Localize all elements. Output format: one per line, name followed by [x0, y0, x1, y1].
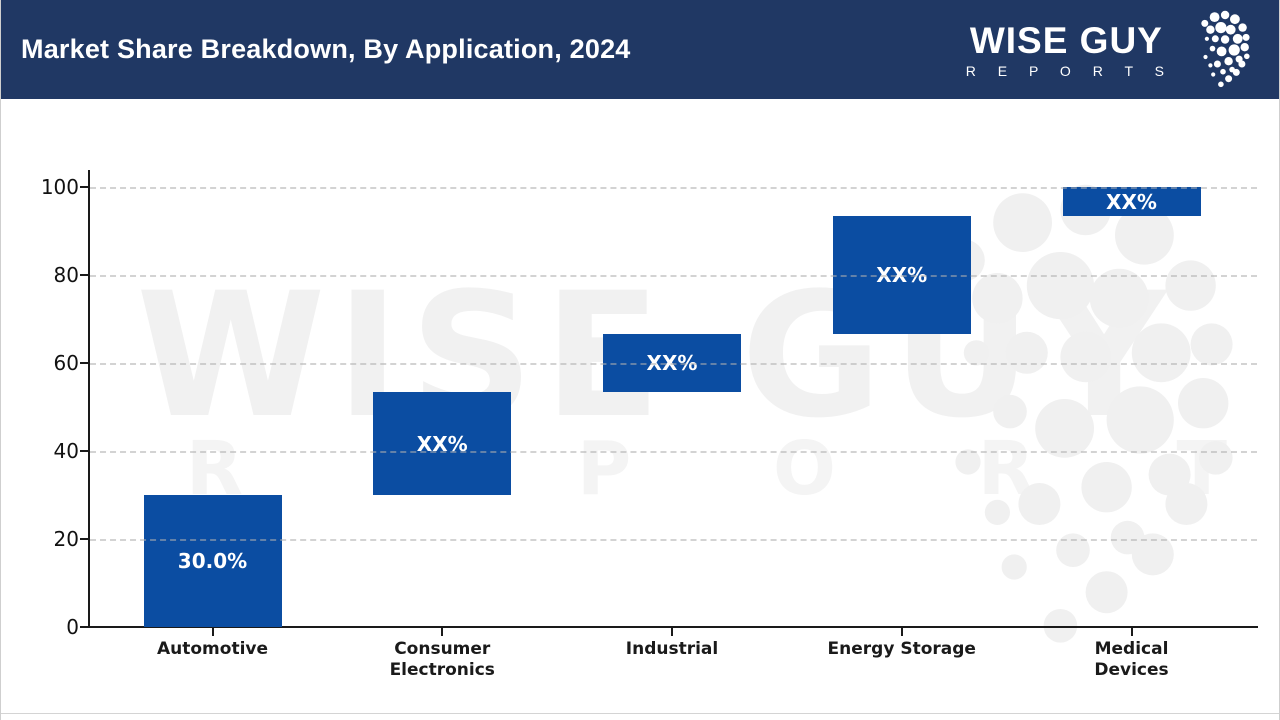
y-tick: [80, 362, 88, 364]
y-tick-label: 80: [53, 263, 79, 287]
y-tick-label: 60: [53, 351, 79, 375]
bar-medical-devices: XX%: [1062, 187, 1201, 217]
gridline-y-100: [90, 187, 1257, 189]
x-tick: [900, 628, 903, 636]
bar-label: XX%: [1106, 189, 1157, 214]
x-tick-label-energy-storage: Energy Storage: [827, 639, 976, 659]
y-tick: [80, 538, 88, 540]
y-tick-label: 20: [53, 527, 79, 551]
wiseguy-logo: WISE GUY R E P O R T S: [960, 8, 1253, 92]
wiseguy-head-icon: [1201, 10, 1250, 87]
y-tick-label: 100: [40, 175, 79, 199]
wiseguy-logo-text: WISE GUY R E P O R T S: [960, 22, 1173, 78]
bar-consumer-electronics: XX%: [373, 392, 512, 495]
bar-automotive: 30.0%: [143, 495, 282, 627]
y-tick-label: 0: [66, 615, 79, 639]
x-tick: [671, 628, 673, 636]
bottom-divider: [1, 713, 1279, 714]
y-tick: [80, 274, 88, 276]
y-axis-spine: [88, 170, 90, 628]
y-tick: [80, 186, 88, 188]
y-tick: [80, 626, 88, 628]
gridline-y-40: [90, 451, 1257, 453]
x-axis-spine: [88, 626, 1258, 628]
page-title: Market Share Breakdown, By Application, …: [21, 34, 631, 64]
logo-wordmark: WISE GUY: [969, 19, 1163, 61]
waterfall-chart: 30.0% XX% XX% XX% XX% 0 20 40 60 80 100 Automotive…: [1, 99, 1279, 713]
header: Market Share Breakdown, By Application, …: [1, 0, 1279, 99]
gridline-y-80: [90, 275, 1257, 277]
y-tick: [80, 450, 88, 452]
x-tick-label-consumer-electronics: Consumer Electronics: [389, 639, 495, 681]
gridline-y-20: [90, 539, 1257, 541]
logo-subtitle: R E P O R T S: [965, 62, 1173, 79]
bar-label: 30.0%: [177, 549, 248, 573]
x-tick: [211, 628, 214, 636]
y-tick-label: 40: [53, 439, 79, 463]
x-tick: [1130, 628, 1133, 636]
x-tick-label-medical-devices: Medical Devices: [1094, 639, 1169, 681]
gridline-y-60: [90, 363, 1257, 365]
x-tick: [441, 628, 444, 636]
x-tick-label-automotive: Automotive: [156, 639, 269, 659]
x-tick-label-industrial: Industrial: [625, 639, 719, 659]
